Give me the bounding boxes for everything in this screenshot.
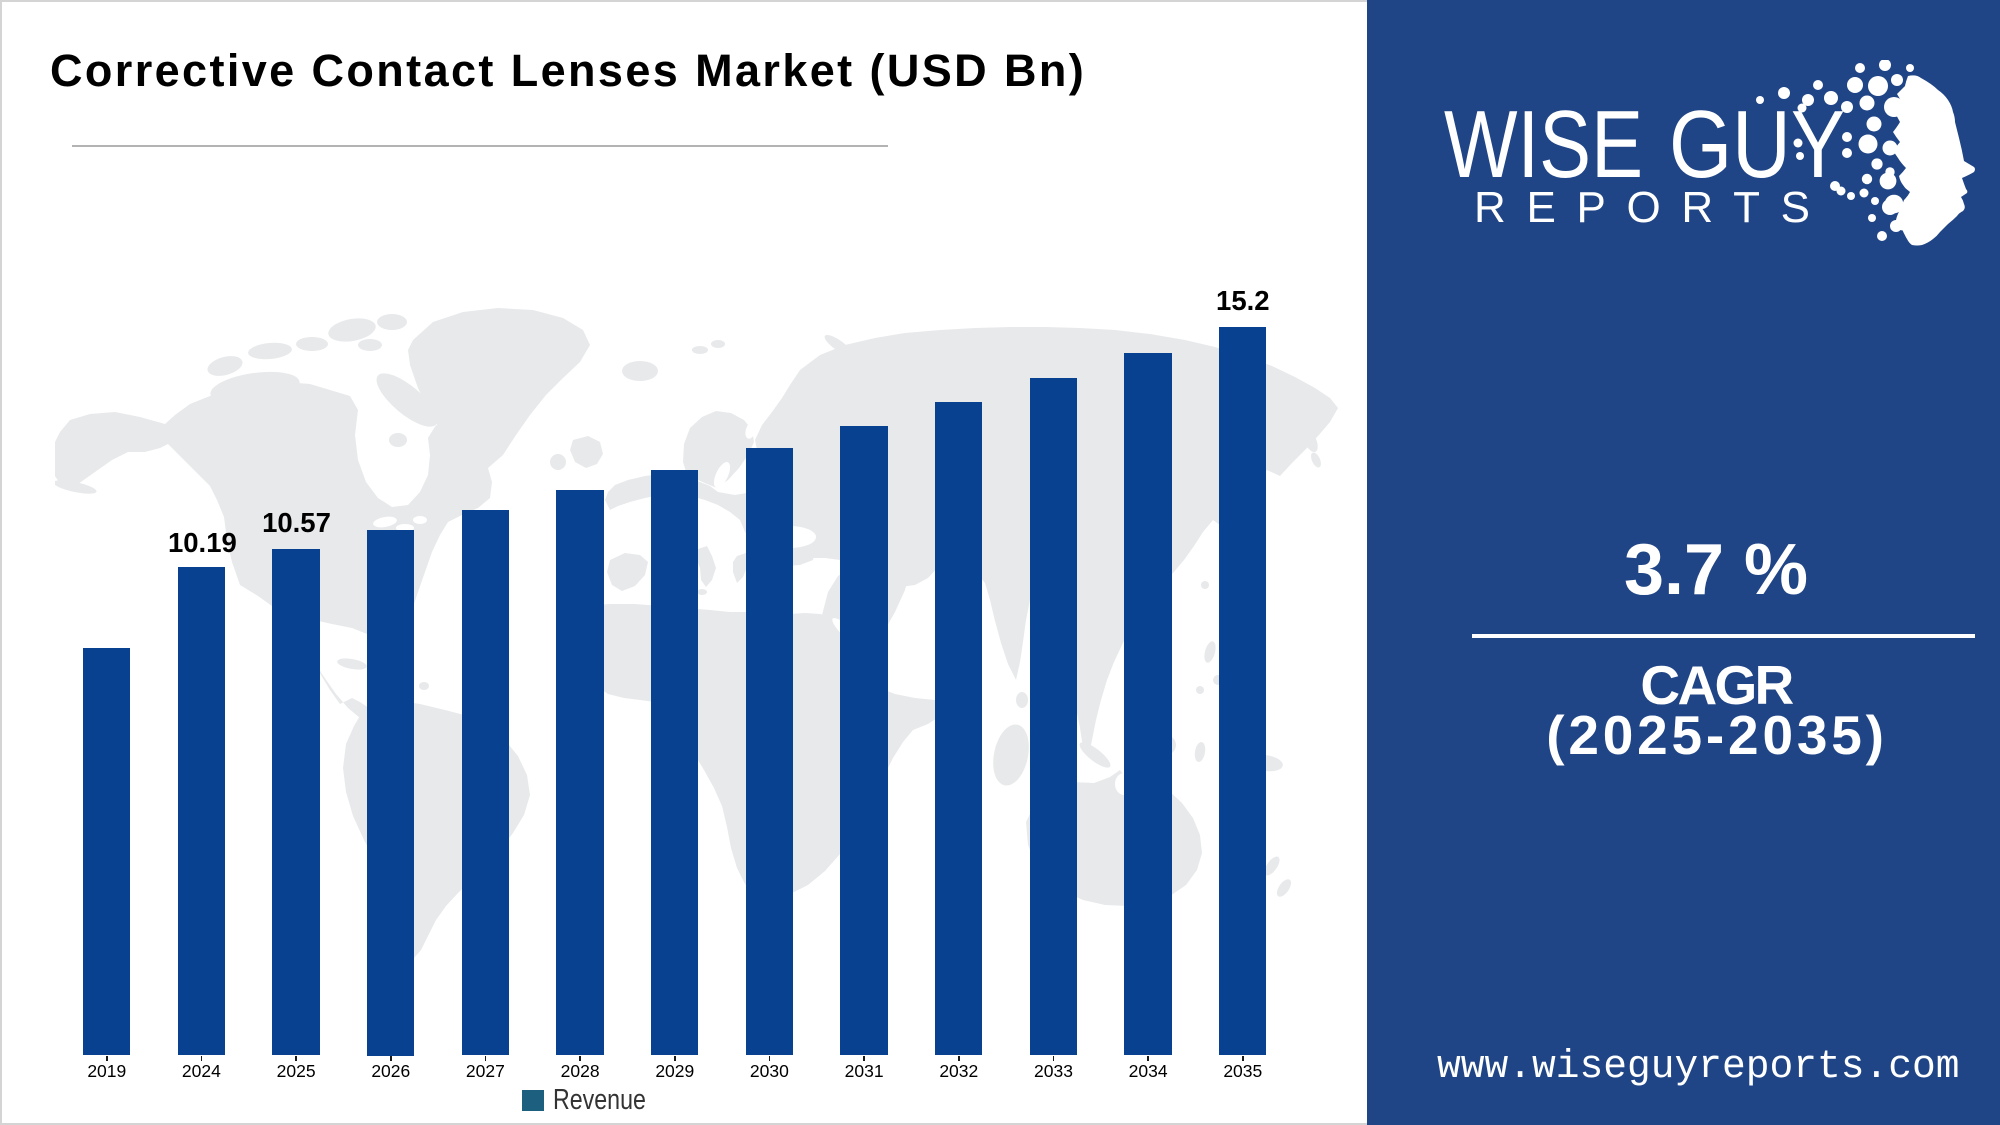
svg-text:GUY: GUY xyxy=(1669,91,1845,198)
svg-text:WISE: WISE xyxy=(1444,91,1643,198)
svg-text:REPORTS: REPORTS xyxy=(1474,183,1810,232)
